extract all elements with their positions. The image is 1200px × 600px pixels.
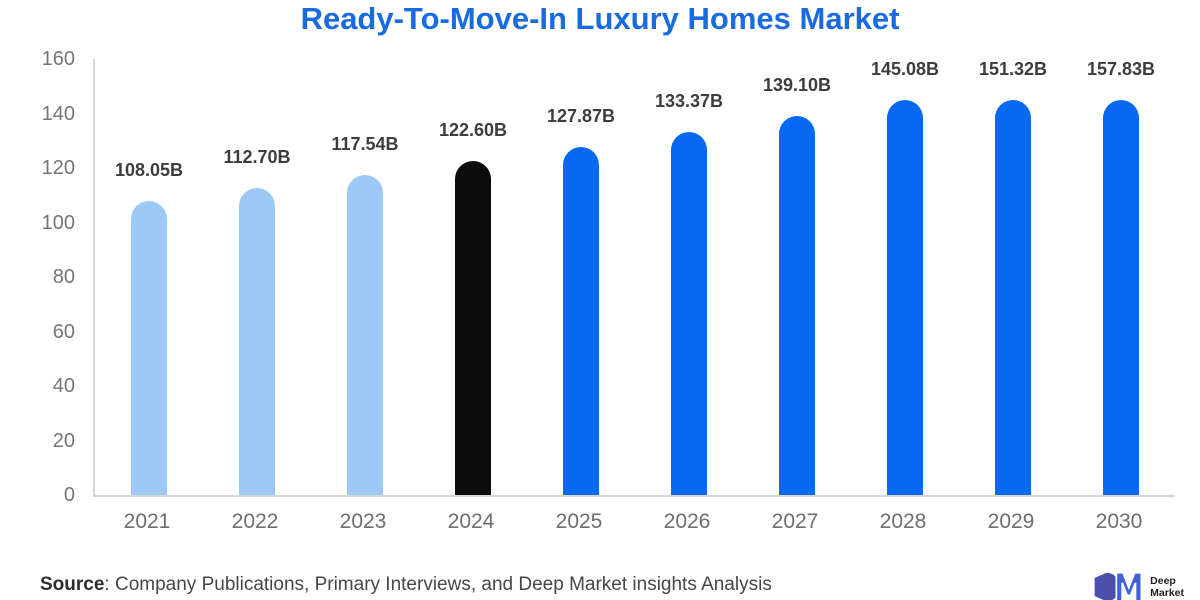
x-axis-label: 2029 xyxy=(987,510,1035,533)
brand-name-line2: Market xyxy=(1150,587,1184,599)
y-axis-tick: 160 xyxy=(41,48,75,70)
bar-column: 122.60B xyxy=(419,59,527,495)
bar-2024 xyxy=(455,160,491,495)
x-axis-label: 2022 xyxy=(231,510,279,533)
bar-column: 133.37B xyxy=(635,59,743,495)
dm-monogram-icon xyxy=(1094,572,1143,600)
x-axis-label: 2030 xyxy=(1095,510,1143,533)
bar-2023 xyxy=(347,174,383,495)
x-axis-label: 2026 xyxy=(663,510,711,533)
bar-2029 xyxy=(995,100,1031,495)
bar-column: 117.54B xyxy=(311,59,419,495)
bar-column: 139.10B xyxy=(743,59,851,495)
x-axis-label: 2027 xyxy=(771,510,819,533)
bar-2025 xyxy=(563,146,599,495)
x-axis-label: 2028 xyxy=(879,510,927,533)
bar-value-label: 145.08B xyxy=(870,59,940,79)
brand-name: Deep Market xyxy=(1150,575,1184,599)
x-axis-label: 2024 xyxy=(447,510,495,533)
bar-column: 145.08B xyxy=(851,59,959,495)
y-axis-tick: 80 xyxy=(52,266,75,288)
bars-container: 108.05B 112.70B 117.54B 122.60B 127.87B 133.3… xyxy=(95,59,1175,495)
y-axis-tick: 40 xyxy=(52,375,75,397)
source-label: Source xyxy=(40,574,105,595)
source-note: Source: Company Publications, Primary In… xyxy=(40,574,772,596)
y-axis-tick: 120 xyxy=(41,157,75,179)
bar-value-label: 139.10B xyxy=(762,74,832,95)
bar-value-label: 151.32B xyxy=(978,59,1048,79)
y-axis-tick: 20 xyxy=(52,429,75,452)
source-text: : Company Publications, Primary Intervie… xyxy=(104,574,772,595)
chart-title: Ready-To-Move-In Luxury Homes Market xyxy=(300,1,900,36)
x-axis-label: 2021 xyxy=(123,510,171,533)
bar-2027 xyxy=(779,115,815,495)
bar-2026 xyxy=(671,131,707,495)
x-axis-label: 2025 xyxy=(555,510,603,533)
y-axis-tick: 140 xyxy=(41,102,75,125)
bar-column: 127.87B xyxy=(527,59,635,495)
y-axis-tick: 60 xyxy=(52,320,75,343)
y-axis-tick: 100 xyxy=(41,211,75,234)
bar-value-label: 108.05B xyxy=(114,159,184,180)
bar-column: 108.05B xyxy=(95,59,203,495)
y-axis-tick: 0 xyxy=(63,484,75,506)
bar-value-label: 117.54B xyxy=(331,133,399,154)
bar-2021 xyxy=(131,200,167,495)
bar-value-label: 157.83B xyxy=(1086,59,1156,79)
bar-2028 xyxy=(887,100,923,495)
bar-2022 xyxy=(239,187,275,495)
bar-value-label: 127.87B xyxy=(546,105,616,126)
bar-value-label: 112.70B xyxy=(223,146,291,167)
bar-column: 157.83B xyxy=(1067,59,1175,495)
brand-logo: Deep Market xyxy=(1093,568,1184,600)
x-axis-label: 2023 xyxy=(339,510,387,533)
bar-value-label: 133.37B xyxy=(654,90,724,111)
brand-name-line1: Deep xyxy=(1150,574,1176,587)
bar-column: 151.32B xyxy=(959,59,1067,495)
x-axis: 2021 2022 2023 2024 2025 2026 2027 2028 2029 2030 xyxy=(93,510,1173,534)
y-axis: 0 20 40 60 80 100 120 140 160 xyxy=(0,48,75,506)
bar-2030 xyxy=(1103,100,1139,495)
bar-column: 112.70B xyxy=(203,59,311,495)
plot-area: 108.05B 112.70B 117.54B 122.60B 127.87B 133.3… xyxy=(93,59,1175,497)
bar-value-label: 122.60B xyxy=(438,119,508,140)
